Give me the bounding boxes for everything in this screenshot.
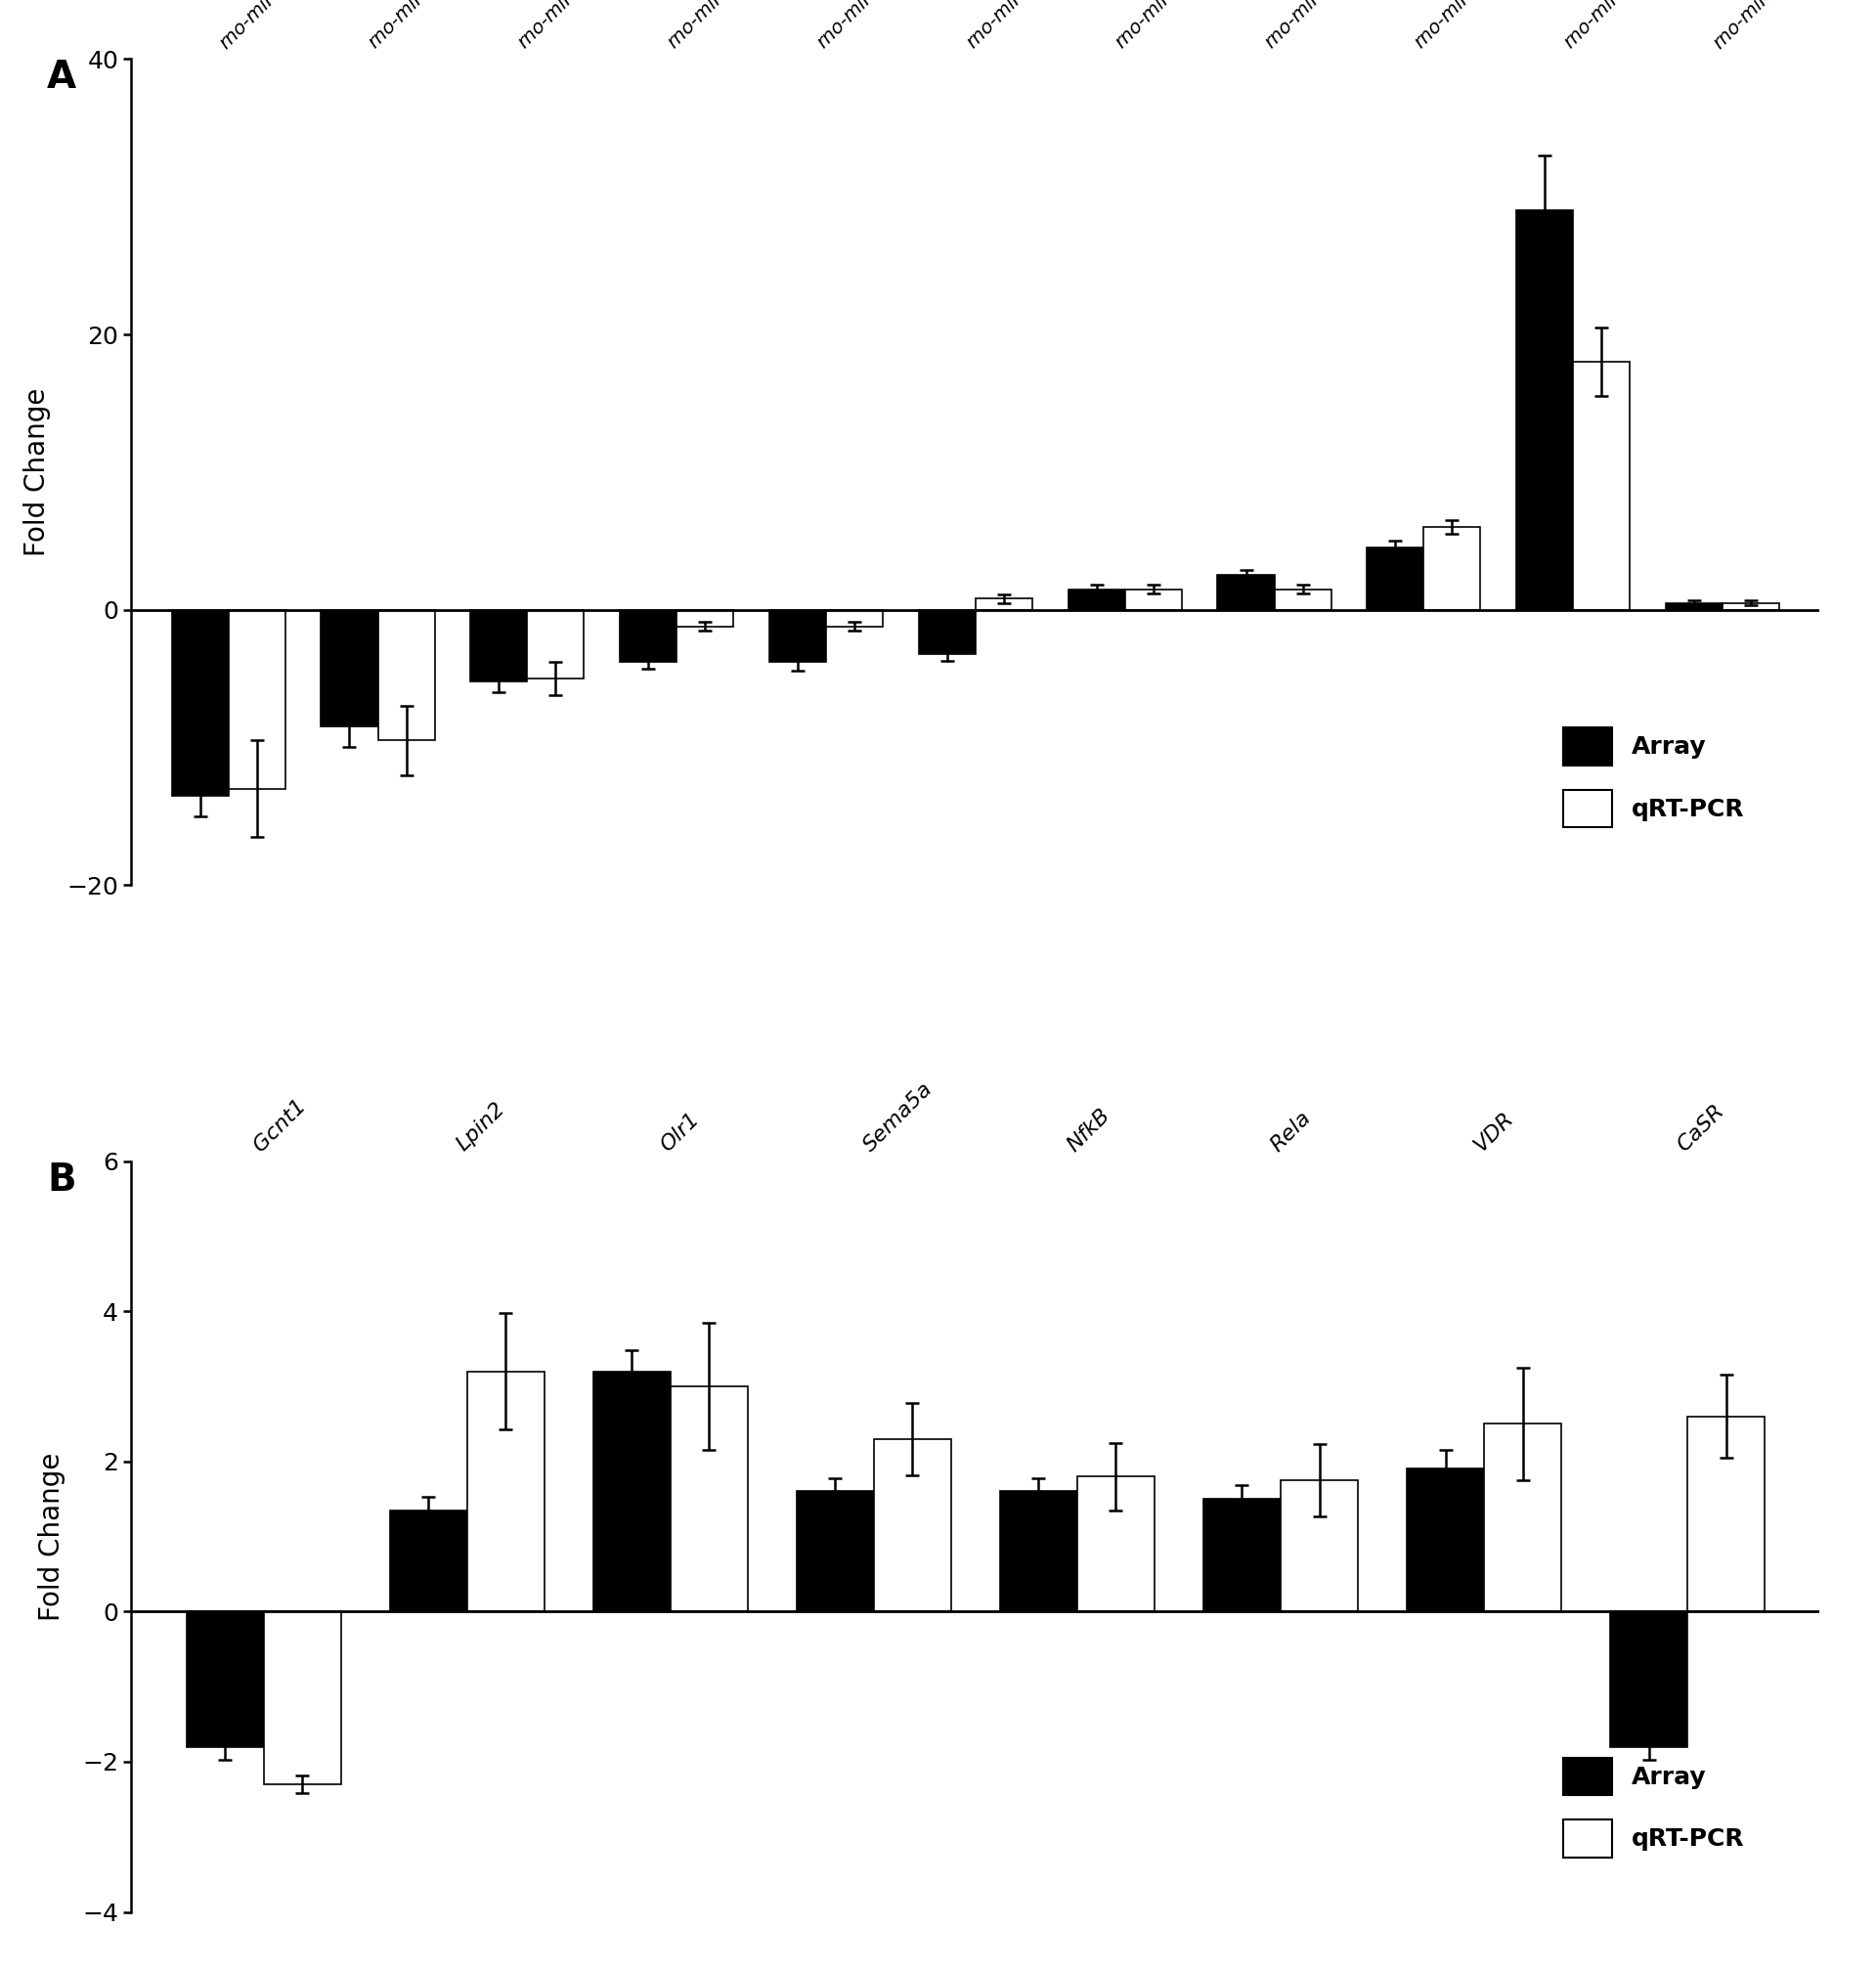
Bar [263,1612,341,1784]
Bar [1368,548,1424,609]
Text: rno-miR-138-1-3p: rno-miR-138-1-3p [364,0,497,53]
Text: VDR: VDR [1471,1108,1518,1155]
Bar [619,609,677,662]
Bar [321,609,377,727]
Bar [173,609,229,796]
Text: rno-miR-21-3p: rno-miR-21-3p [1561,0,1670,53]
Bar [1666,603,1722,609]
Bar [1274,589,1332,609]
Legend: Array, qRT-PCR: Array, qRT-PCR [1551,1744,1756,1870]
Bar [390,1510,467,1612]
Text: rno-miR-201-3p: rno-miR-201-3p [514,0,632,53]
Text: Rela: Rela [1266,1108,1315,1155]
Bar [1218,576,1274,609]
Bar [467,1372,544,1612]
Bar [1126,589,1182,609]
Bar [825,609,884,627]
Bar [1574,363,1630,609]
Bar [1484,1423,1561,1612]
Bar [1077,1476,1154,1612]
Bar [1407,1468,1484,1612]
Bar [919,609,976,654]
Bar [976,599,1032,609]
Bar [1610,1612,1688,1746]
Text: rno-miR-484: rno-miR-484 [216,0,311,53]
Text: rno-miR-674-5p: rno-miR-674-5p [1261,0,1381,53]
Text: Sema5a: Sema5a [859,1078,936,1155]
Bar [1000,1492,1077,1612]
Text: Lpin2: Lpin2 [454,1100,508,1155]
Text: B: B [47,1161,75,1198]
Bar [471,609,527,682]
Y-axis label: Fold Change: Fold Change [23,388,51,556]
Text: rno-miR-206-3p: rno-miR-206-3p [1112,0,1231,53]
Legend: Array, qRT-PCR: Array, qRT-PCR [1551,715,1756,840]
Text: A: A [47,59,77,97]
Bar [527,609,583,678]
Bar [677,609,734,627]
Bar [186,1612,263,1746]
Text: Olr1: Olr1 [657,1110,704,1155]
Bar [1688,1417,1765,1612]
Y-axis label: Fold Change: Fold Change [39,1453,66,1620]
Bar [377,609,435,741]
Text: NfkB: NfkB [1064,1106,1114,1155]
Text: rno-miR-138-5p: rno-miR-138-5p [812,0,932,53]
Text: CaSR: CaSR [1673,1100,1728,1155]
Bar [1203,1498,1281,1612]
Bar [874,1439,951,1612]
Text: rno-miR-184: rno-miR-184 [1709,0,1807,53]
Bar [670,1386,749,1612]
Bar [1067,589,1126,609]
Text: Gcnt1: Gcnt1 [250,1096,310,1155]
Bar [1281,1480,1358,1612]
Bar [769,609,825,662]
Bar [1424,526,1480,609]
Text: rno-miR-672-5p: rno-miR-672-5p [1411,0,1529,53]
Bar [1516,211,1574,609]
Text: rno-miR-203a-3p: rno-miR-203a-3p [664,0,792,53]
Bar [593,1372,670,1612]
Bar [1722,603,1778,609]
Bar [797,1492,874,1612]
Text: rno-miR-196c-3p: rno-miR-196c-3p [962,0,1088,53]
Bar [229,609,285,788]
